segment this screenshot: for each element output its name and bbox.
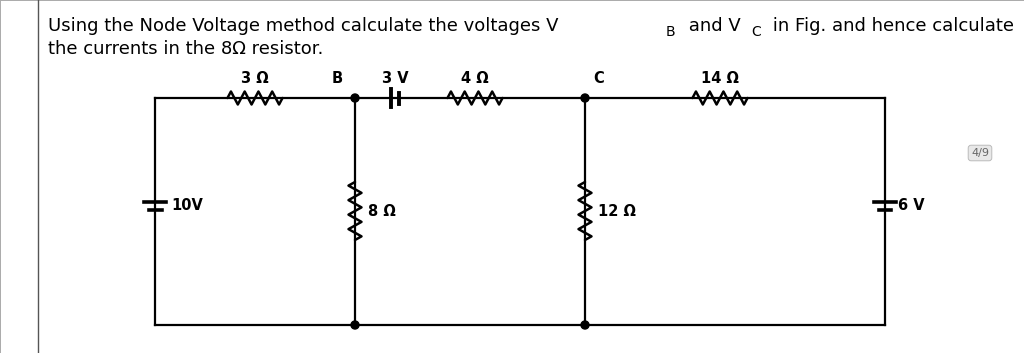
Text: C: C <box>751 25 761 39</box>
Text: 6 V: 6 V <box>898 198 925 214</box>
Circle shape <box>351 94 359 102</box>
Text: 3 Ω: 3 Ω <box>242 71 269 86</box>
Text: 12 Ω: 12 Ω <box>598 203 636 219</box>
Circle shape <box>581 321 589 329</box>
Text: B: B <box>332 71 343 86</box>
Circle shape <box>351 321 359 329</box>
Text: 8 Ω: 8 Ω <box>368 203 395 219</box>
Text: 3 V: 3 V <box>382 71 409 86</box>
Text: B: B <box>666 25 676 39</box>
Circle shape <box>581 94 589 102</box>
Text: C: C <box>593 71 604 86</box>
Text: the currents in the 8Ω resistor.: the currents in the 8Ω resistor. <box>48 40 324 58</box>
Text: 4/9: 4/9 <box>971 148 989 158</box>
Text: and V: and V <box>683 17 740 35</box>
Text: 10V: 10V <box>171 198 203 214</box>
Text: Using the Node Voltage method calculate the voltages V: Using the Node Voltage method calculate … <box>48 17 558 35</box>
Text: 14 Ω: 14 Ω <box>701 71 739 86</box>
Text: in Fig. and hence calculate: in Fig. and hence calculate <box>767 17 1014 35</box>
Text: 4 Ω: 4 Ω <box>461 71 488 86</box>
